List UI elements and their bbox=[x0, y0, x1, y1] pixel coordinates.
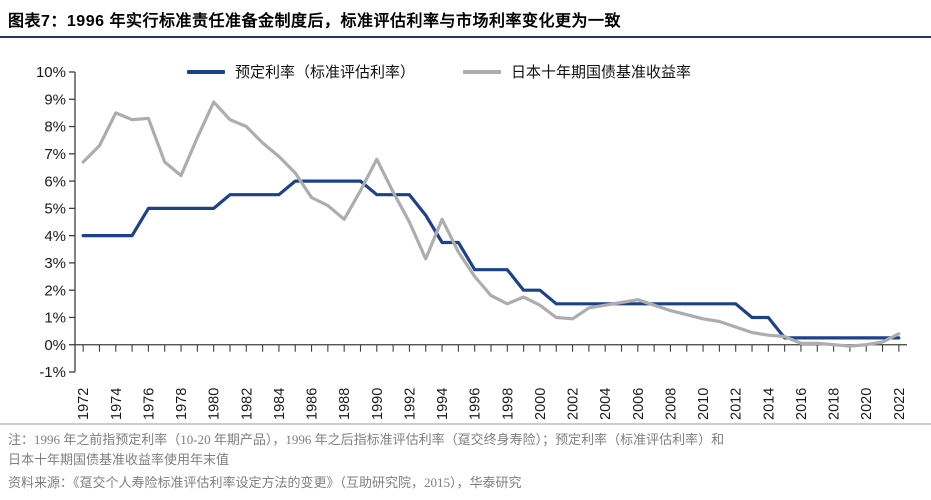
y-tick-label: -1% bbox=[39, 364, 66, 381]
x-tick-label: 1986 bbox=[305, 388, 321, 420]
page-title: 图表7：1996 年实行标准责任准备金制度后，标准评估利率与市场利率变化更为一致 bbox=[8, 13, 621, 30]
y-tick-label: 2% bbox=[44, 282, 66, 299]
legend-line-swatch-gray bbox=[463, 69, 502, 74]
chart-legend: 预定利率（标准评估利率） 日本十年期国债基准收益率 bbox=[187, 61, 691, 82]
x-tick-label: 1984 bbox=[272, 388, 288, 420]
y-tick-label: 5% bbox=[44, 201, 66, 218]
legend-line-swatch-navy bbox=[187, 69, 225, 74]
x-tick-label: 1988 bbox=[337, 388, 353, 420]
x-tick-label: 1976 bbox=[141, 388, 157, 420]
y-tick-label: 9% bbox=[44, 91, 66, 108]
x-tick-label: 1978 bbox=[174, 388, 190, 420]
legend-label-jgb-yield: 日本十年期国债基准收益率 bbox=[511, 64, 692, 81]
line-chart: 10% 9% 8% 7% 6% 5% 4% 3% 2% 1% 0% -1% 1972 1974 1976 19… bbox=[36, 64, 908, 420]
note-line-2: 日本十年期国债基准收益率使用年末值 bbox=[8, 452, 230, 467]
x-tick-label: 2016 bbox=[794, 388, 810, 420]
legend-item-assumed-rate: 预定利率（标准评估利率） bbox=[187, 61, 415, 82]
x-tick-label: 1974 bbox=[109, 388, 125, 420]
y-tick-label: 8% bbox=[44, 119, 66, 136]
note-line-1: 注：1996 年之前指预定利率（10-20 年期产品），1996 年之后指标准评… bbox=[8, 432, 725, 447]
x-tick-label: 2004 bbox=[598, 388, 614, 420]
x-tick-label: 1998 bbox=[500, 388, 516, 420]
x-tick-label: 1990 bbox=[370, 388, 386, 420]
y-tick-label: 1% bbox=[44, 310, 66, 327]
y-tick-label: 0% bbox=[44, 337, 66, 354]
y-tick-label: 6% bbox=[44, 173, 66, 190]
x-tick-label: 2022 bbox=[892, 388, 908, 420]
x-tick-label: 2002 bbox=[566, 388, 582, 420]
x-tick-label: 1980 bbox=[207, 388, 223, 420]
x-tick-label: 2020 bbox=[859, 388, 875, 420]
x-tick-label: 2018 bbox=[827, 388, 843, 420]
x-tick-label: 2012 bbox=[729, 388, 745, 420]
y-tick-label: 7% bbox=[44, 146, 66, 163]
title-divider bbox=[0, 36, 931, 39]
x-tick-label: 2010 bbox=[696, 388, 712, 420]
x-tick-label: 2006 bbox=[631, 388, 647, 420]
assumed-rate-line bbox=[81, 179, 901, 340]
x-tick-label: 1992 bbox=[402, 388, 418, 420]
source-line: 资料来源：《趸交个人寿险标准评估利率设定方法的变更》（互助研究院，2015），华… bbox=[8, 475, 522, 490]
legend-item-jgb-yield: 日本十年期国债基准收益率 bbox=[463, 61, 691, 82]
x-tick-label: 1982 bbox=[239, 388, 255, 420]
footer-divider bbox=[0, 423, 931, 425]
x-tick-label: 1994 bbox=[435, 388, 451, 420]
y-tick-label: 3% bbox=[44, 255, 66, 272]
x-tick-label: 1972 bbox=[76, 388, 92, 420]
y-tick-label: 10% bbox=[36, 64, 66, 81]
x-tick-label: 2008 bbox=[663, 388, 679, 420]
x-tick-label: 1996 bbox=[468, 388, 484, 420]
x-tick-label: 2000 bbox=[533, 388, 549, 420]
jgb-yield-line bbox=[81, 100, 901, 348]
x-tick-label: 2014 bbox=[761, 388, 777, 420]
y-tick-label: 4% bbox=[44, 228, 66, 245]
legend-label-assumed-rate: 预定利率（标准评估利率） bbox=[235, 64, 416, 81]
